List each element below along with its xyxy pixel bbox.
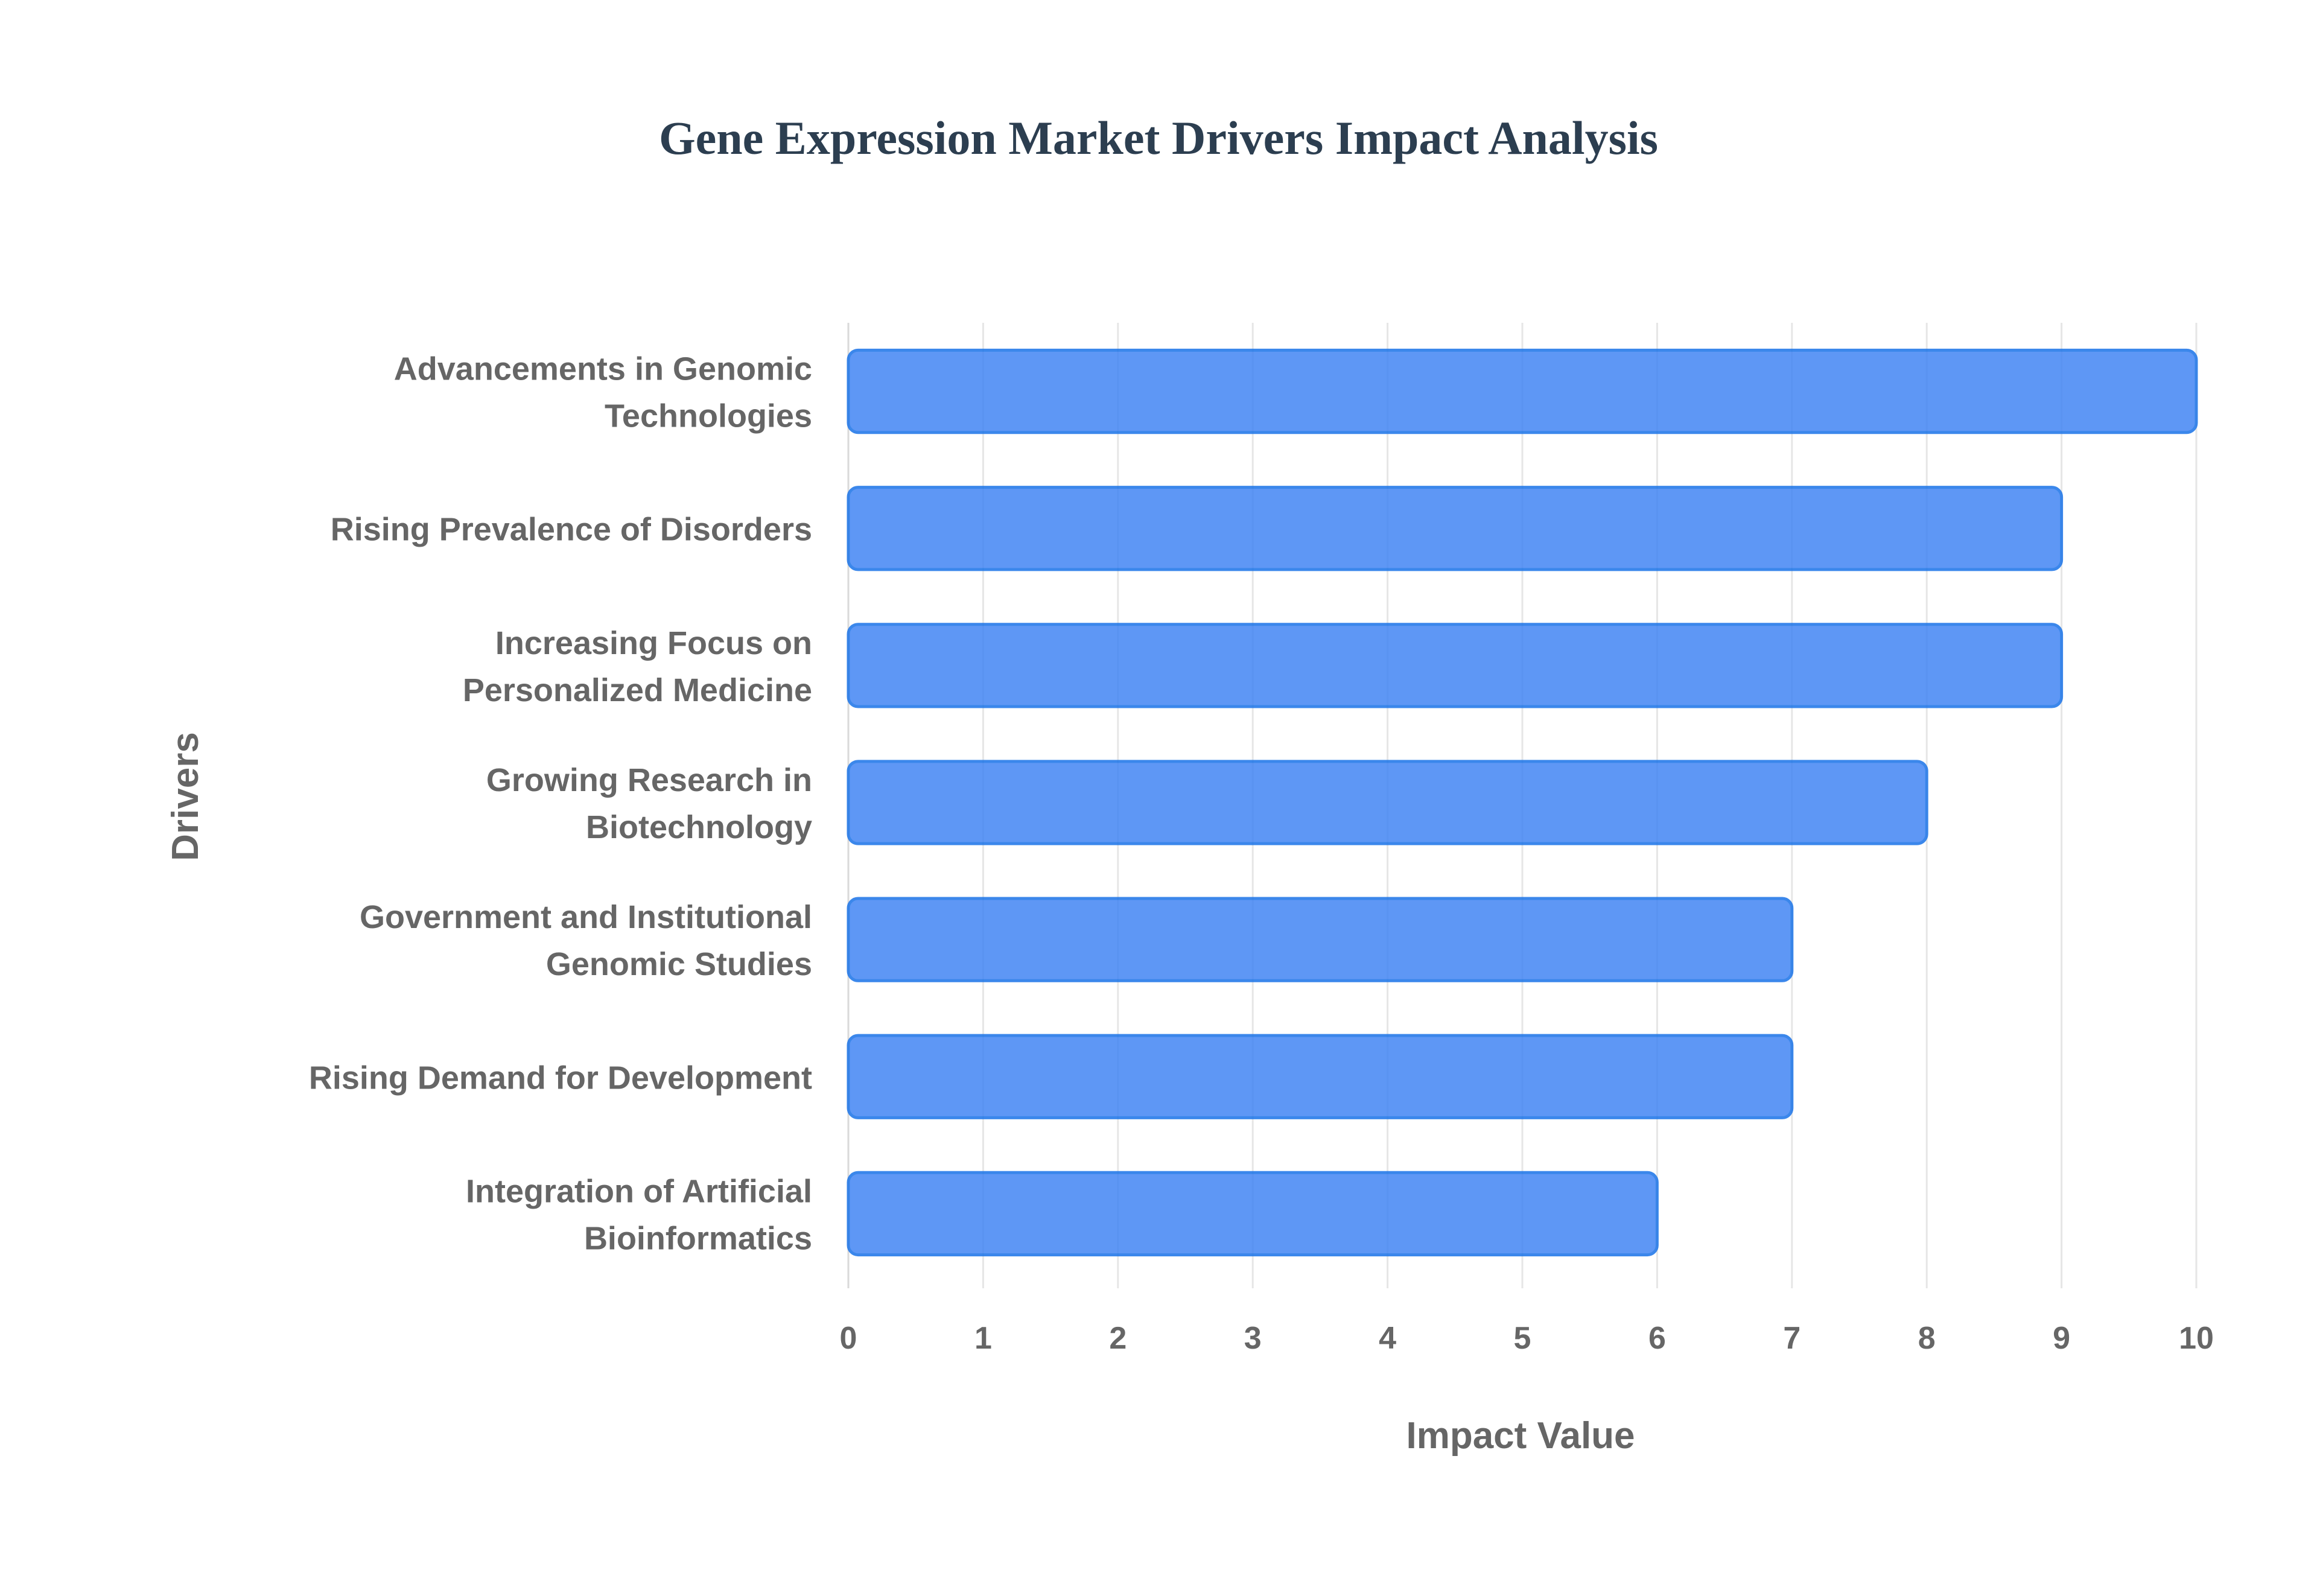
bar	[847, 760, 1928, 845]
y-category-label: Rising Demand for Development	[309, 1060, 812, 1096]
bar	[847, 348, 2198, 434]
y-axis-title: Drivers	[165, 732, 206, 861]
bars	[847, 348, 2198, 1257]
x-axis-tick-labels: 0 1 2 3 4 5 6 7 8 9 10	[840, 1321, 2214, 1356]
y-axis-category-labels: Advancements in Genomic Technologies Risin…	[309, 351, 812, 1257]
x-tick-label: 0	[840, 1321, 857, 1356]
y-category-label: Integration of Artificial Bioinformatics	[466, 1173, 812, 1256]
x-axis-title: Impact Value	[1406, 1415, 1635, 1457]
x-tick-label: 1	[974, 1321, 992, 1356]
y-category-label: Increasing Focus on Personalized Medicine	[463, 625, 812, 708]
bar	[847, 486, 2064, 571]
bar	[847, 1171, 1659, 1257]
x-tick-label: 6	[1648, 1321, 1666, 1356]
bar	[847, 1034, 1794, 1119]
x-tick-label: 4	[1379, 1321, 1396, 1356]
x-tick-label: 7	[1783, 1321, 1801, 1356]
bar	[847, 623, 2064, 708]
chart-title: Gene Expression Market Drivers Impact An…	[659, 112, 1658, 164]
x-tick-label: 3	[1244, 1321, 1262, 1356]
x-tick-label: 10	[2179, 1321, 2214, 1356]
y-category-label: Advancements in Genomic Technologies	[394, 351, 812, 434]
y-category-label: Government and Institutional Genomic Stud…	[360, 899, 812, 982]
y-category-label: Growing Research in Biotechnology	[486, 762, 812, 845]
x-tick-label: 8	[1918, 1321, 1936, 1356]
x-tick-label: 5	[1514, 1321, 1531, 1356]
y-category-label: Rising Prevalence of Disorders	[331, 512, 812, 548]
x-tick-label: 2	[1109, 1321, 1127, 1356]
bar	[847, 897, 1794, 982]
x-tick-label: 9	[2053, 1321, 2070, 1356]
